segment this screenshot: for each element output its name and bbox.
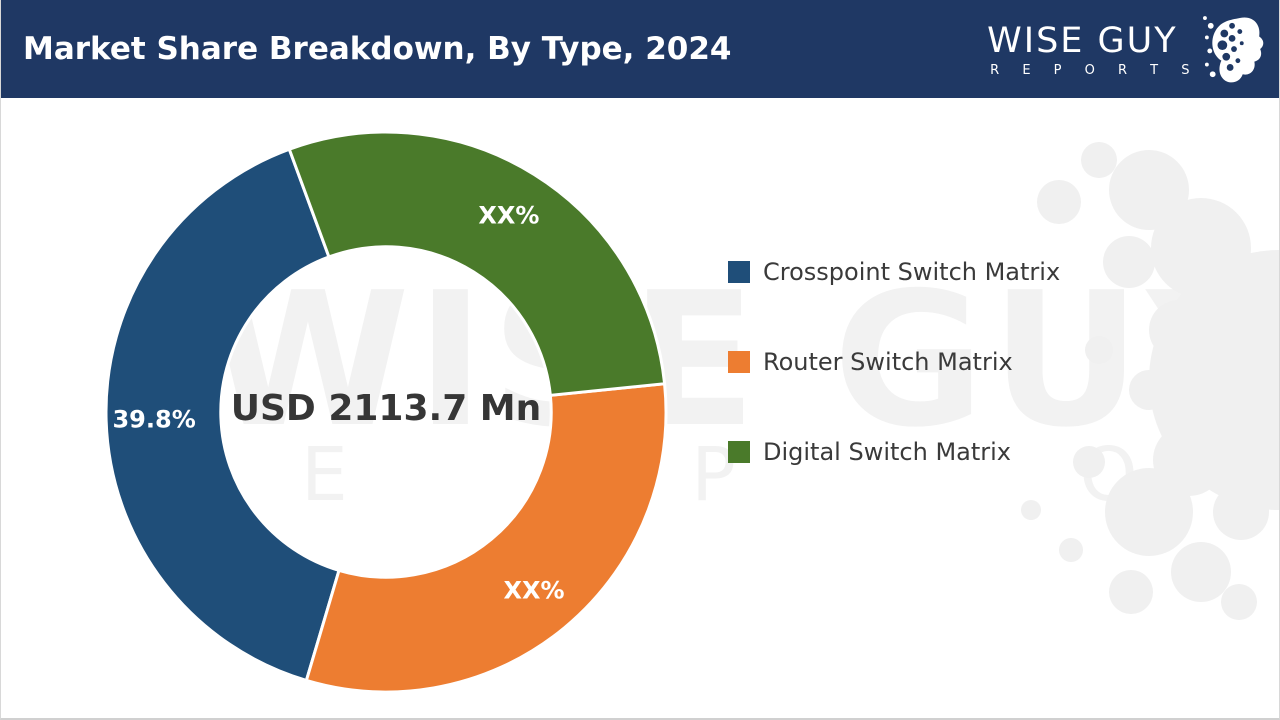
donut-slice-1 <box>304 382 668 694</box>
slice-value-label-1: XX% <box>503 577 564 605</box>
chart-center-value: USD 2113.7 Mn <box>230 388 542 429</box>
slice-value-label-2: XX% <box>478 201 539 229</box>
donut-slice-2 <box>287 130 667 397</box>
slice-value-label-0: 39.8% <box>112 405 195 433</box>
donut-slice-0 <box>104 147 341 683</box>
legend-label: Digital Switch Matrix <box>763 438 1012 466</box>
donut-chart: 39.8% XX% XX% <box>104 130 668 694</box>
wiseguy-face-icon <box>1203 16 1264 83</box>
legend-item-2: Digital Switch Matrix <box>728 438 1060 466</box>
legend-swatch-icon <box>728 441 750 463</box>
logo-line1: WISE GUY <box>987 20 1178 61</box>
legend-label: Router Switch Matrix <box>763 348 1013 376</box>
legend-swatch-icon <box>728 261 750 283</box>
page-title: Market Share Breakdown, By Type, 2024 <box>23 31 732 67</box>
legend-item-0: Crosspoint Switch Matrix <box>728 258 1061 286</box>
legend: Crosspoint Switch Matrix Router Switch Ma… <box>728 258 1061 529</box>
logo-wordmark: WISE GUY R E P O R T S <box>987 20 1199 78</box>
logo: WISE GUY R E P O R T S <box>987 10 1265 90</box>
legend-item-1: Router Switch Matrix <box>728 348 1060 376</box>
logo-line2: R E P O R T S <box>990 62 1199 78</box>
legend-label: Crosspoint Switch Matrix <box>763 258 1061 286</box>
header-bar: Market Share Breakdown, By Type, 2024 WI… <box>1 0 1279 98</box>
legend-swatch-icon <box>728 351 750 373</box>
